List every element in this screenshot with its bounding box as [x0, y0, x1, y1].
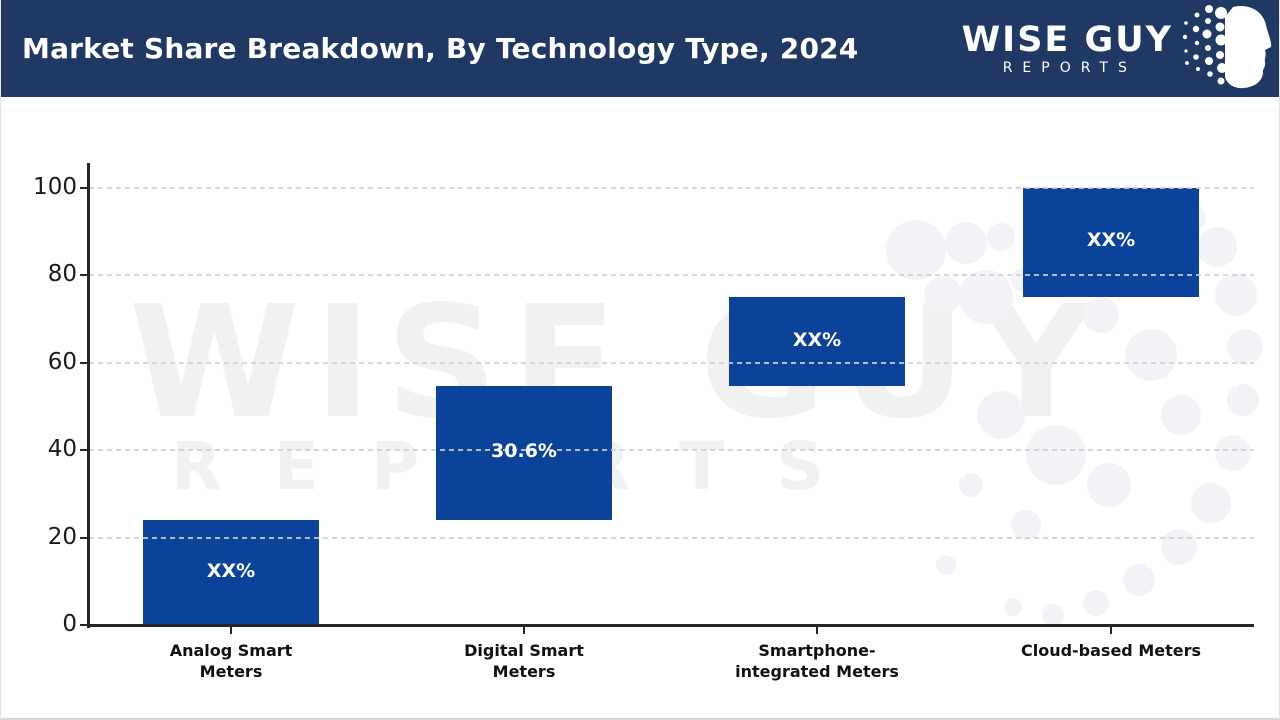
gridline [89, 449, 1254, 451]
x-category-label-line: integrated Meters [735, 662, 899, 681]
x-category-label-line: Smartphone- [758, 641, 876, 660]
x-category-label: Analog Smart Meters [101, 640, 361, 682]
bar-value-label: 30.6% [491, 440, 557, 463]
wiseguy-logo: WISE GUY REPORTS [962, 3, 1279, 95]
x-category-label-line: Meters [492, 662, 556, 681]
wiseguy-logo-name: WISE GUY [961, 19, 1173, 60]
y-tick-mark [80, 449, 88, 451]
x-tick-mark [816, 627, 818, 634]
x-tick-mark [1110, 627, 1112, 634]
wiseguy-logo-text: WISE GUY REPORTS [962, 22, 1173, 76]
x-axis-line [87, 624, 1254, 627]
y-tick-label: 100 [33, 173, 77, 200]
y-tick-mark [80, 624, 88, 626]
bar-value-label: XX% [792, 328, 842, 351]
gridline [89, 361, 1254, 364]
gridline [89, 186, 1254, 189]
bar-value-label: XX% [1086, 229, 1136, 252]
bar-segment [729, 296, 905, 387]
x-category-label-line: Analog Smart [169, 641, 293, 660]
x-category-label-line: Cloud-based Meters [1020, 641, 1202, 660]
y-tick-label: 60 [47, 348, 77, 375]
y-tick-mark [80, 361, 88, 364]
y-tick-mark [80, 536, 88, 539]
y-tick-mark [80, 274, 88, 276]
x-tick-mark [523, 627, 525, 634]
header-banner: Market Share Breakdown, By Technology Ty… [1, 0, 1279, 97]
gridline [89, 536, 1254, 539]
bar-segment [1023, 187, 1199, 297]
y-axis-line [87, 163, 90, 628]
page-title: Market Share Breakdown, By Technology Ty… [22, 32, 859, 65]
x-category-label: Cloud-based Meters [981, 640, 1241, 661]
y-tick-label: 0 [62, 611, 77, 637]
y-tick-label: 20 [47, 523, 77, 550]
y-tick-label: 80 [47, 261, 77, 287]
y-tick-label: 40 [47, 436, 77, 462]
x-category-label: Smartphone-integrated Meters [687, 640, 947, 682]
wiseguy-face-logo-icon [1177, 3, 1273, 95]
y-tick-mark [80, 186, 88, 189]
x-category-label: Digital Smart Meters [394, 640, 654, 682]
wiseguy-logo-subtitle: REPORTS [1002, 59, 1137, 76]
x-category-label-line: Digital Smart [464, 641, 584, 660]
gridline [89, 274, 1254, 276]
x-tick-mark [230, 627, 232, 634]
bar-segment [436, 386, 612, 520]
x-category-label-line: Meters [199, 662, 263, 681]
bar-value-label: XX% [206, 559, 256, 582]
